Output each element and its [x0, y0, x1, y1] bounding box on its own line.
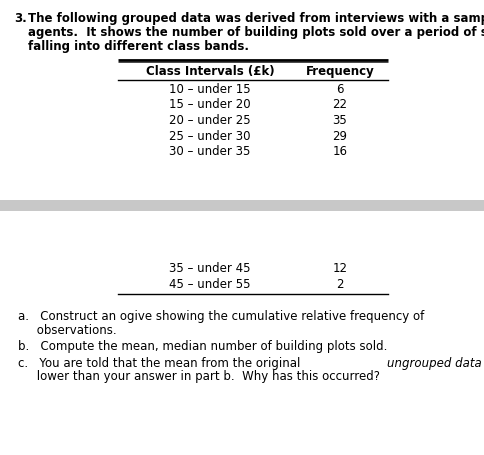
- Text: Frequency: Frequency: [305, 65, 374, 78]
- Text: 35: 35: [332, 114, 347, 127]
- Text: agents.  It shows the number of building plots sold over a period of six months: agents. It shows the number of building …: [28, 26, 484, 39]
- Text: 12: 12: [332, 262, 347, 275]
- Text: falling into different class bands.: falling into different class bands.: [28, 40, 248, 53]
- Text: 3.: 3.: [14, 12, 27, 25]
- Text: 15 – under 20: 15 – under 20: [169, 98, 250, 111]
- Text: a.   Construct an ogive showing the cumulative relative frequency of: a. Construct an ogive showing the cumula…: [18, 310, 424, 323]
- Text: 20 – under 25: 20 – under 25: [169, 114, 250, 127]
- Text: ungrouped data: ungrouped data: [386, 357, 481, 369]
- Text: 30 – under 35: 30 – under 35: [169, 145, 250, 158]
- Text: Class Intervals (£k): Class Intervals (£k): [145, 65, 274, 78]
- Bar: [0, 200, 484, 211]
- Text: 25 – under 30: 25 – under 30: [169, 130, 250, 142]
- Text: b.   Compute the mean, median number of building plots sold.: b. Compute the mean, median number of bu…: [18, 340, 387, 353]
- Text: observations.: observations.: [18, 324, 116, 337]
- Text: lower than your answer in part b.  Why has this occurred?: lower than your answer in part b. Why ha…: [18, 370, 379, 383]
- Text: c.   You are told that the mean from the original: c. You are told that the mean from the o…: [18, 357, 303, 369]
- Text: 6: 6: [335, 83, 343, 96]
- Text: The following grouped data was derived from interviews with a sample of estate: The following grouped data was derived f…: [28, 12, 484, 25]
- Text: 16: 16: [332, 145, 347, 158]
- Text: 35 – under 45: 35 – under 45: [169, 262, 250, 275]
- Text: 45 – under 55: 45 – under 55: [169, 278, 250, 290]
- Text: 29: 29: [332, 130, 347, 142]
- Text: 22: 22: [332, 98, 347, 111]
- Text: 2: 2: [335, 278, 343, 290]
- Text: 10 – under 15: 10 – under 15: [169, 83, 250, 96]
